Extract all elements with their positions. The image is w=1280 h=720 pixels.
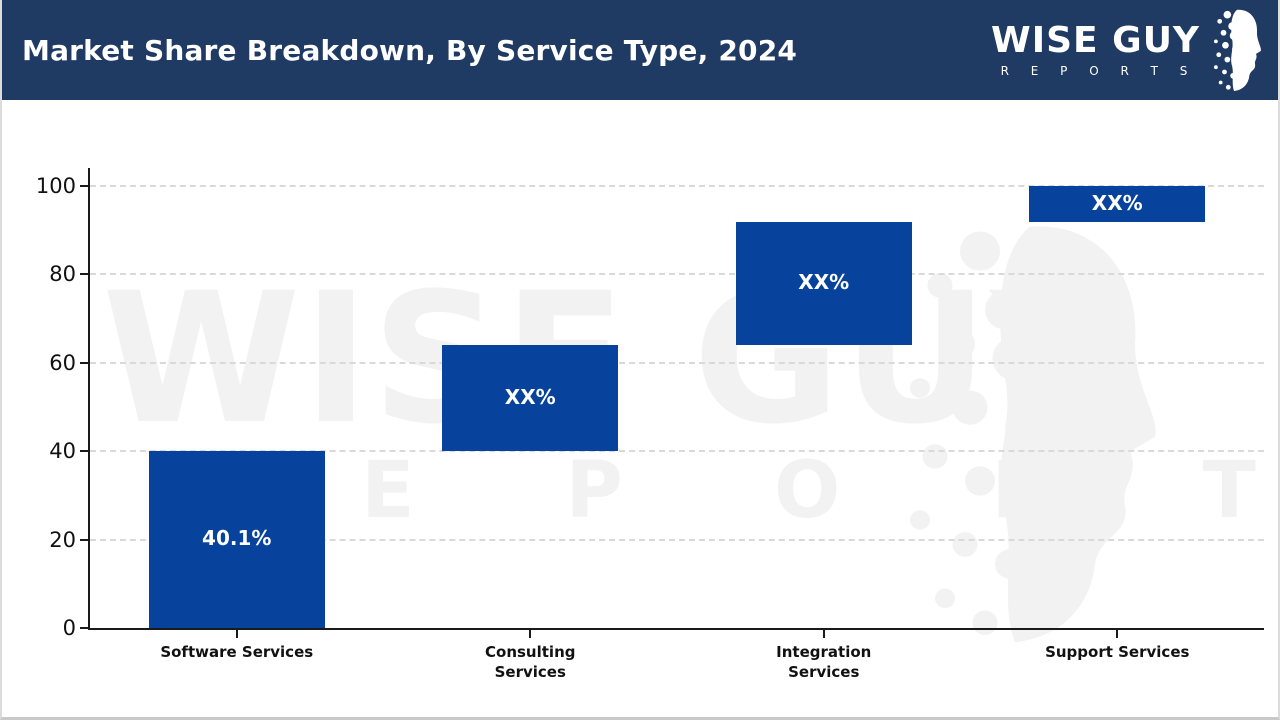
bar-label-integration-services: XX% bbox=[798, 270, 850, 295]
y-tick-label-80: 80 bbox=[49, 262, 76, 287]
x-tick-integration-services bbox=[822, 630, 825, 638]
x-tick-consulting-services bbox=[529, 630, 532, 638]
x-tick-software-services bbox=[235, 630, 238, 638]
gridline-60 bbox=[90, 361, 1264, 364]
bar-label-support-services: XX% bbox=[1091, 190, 1143, 215]
bar-support-services bbox=[1029, 186, 1206, 222]
y-tick-20 bbox=[80, 538, 90, 541]
y-tick-100 bbox=[80, 185, 90, 187]
gridline-20 bbox=[90, 538, 1264, 541]
plot-area: 0 20 40 60 80 100 40.1% Software Services XX% Con… bbox=[2, 100, 1278, 717]
y-tick-40 bbox=[80, 450, 90, 453]
y-tick-0 bbox=[80, 627, 90, 629]
bar-consulting-services bbox=[442, 344, 619, 451]
x-tick-label-software-services: Software Services bbox=[160, 643, 314, 661]
header-bar: Market Share Breakdown, By Service Type,… bbox=[2, 0, 1278, 100]
x-tick-label-support-services: Support Services bbox=[1045, 643, 1190, 661]
y-tick-label-40: 40 bbox=[49, 439, 76, 464]
y-tick-80 bbox=[80, 273, 90, 276]
logo-text: WISE GUY R E P O R T S bbox=[990, 20, 1200, 78]
gridline-80 bbox=[90, 273, 1264, 276]
x-axis-line bbox=[88, 628, 1264, 630]
wiseguy-logo: WISE GUY R E P O R T S bbox=[991, 7, 1268, 93]
y-tick-60 bbox=[80, 361, 90, 364]
bar-software-services bbox=[148, 450, 325, 628]
gridline-40 bbox=[90, 450, 1264, 453]
x-tick-label-integration-services: Integration Services bbox=[776, 643, 872, 681]
y-tick-label-20: 20 bbox=[49, 527, 76, 552]
bar-label-software-services: 40.1% bbox=[202, 526, 272, 551]
y-tick-label-0: 0 bbox=[62, 616, 76, 640]
y-tick-label-60: 60 bbox=[49, 350, 76, 375]
y-tick-label-100: 100 bbox=[35, 174, 76, 198]
logo-subtext: R E P O R T S bbox=[1000, 64, 1197, 78]
waterfall-chart: WISE GUY R E P O R T S 02040608010040.1%… bbox=[2, 100, 1278, 717]
x-tick-support-services bbox=[1116, 630, 1119, 638]
bar-integration-services bbox=[735, 221, 912, 345]
chart-title: Market Share Breakdown, By Service Type,… bbox=[22, 33, 798, 67]
x-tick-label-consulting-services: Consulting Services bbox=[485, 643, 576, 681]
logo-head-icon bbox=[1213, 9, 1261, 92]
logo-wordmark: WISE GUY bbox=[990, 20, 1200, 61]
y-axis-line bbox=[88, 168, 90, 630]
bar-label-consulting-services: XX% bbox=[504, 384, 556, 409]
gridline-100 bbox=[90, 185, 1264, 187]
